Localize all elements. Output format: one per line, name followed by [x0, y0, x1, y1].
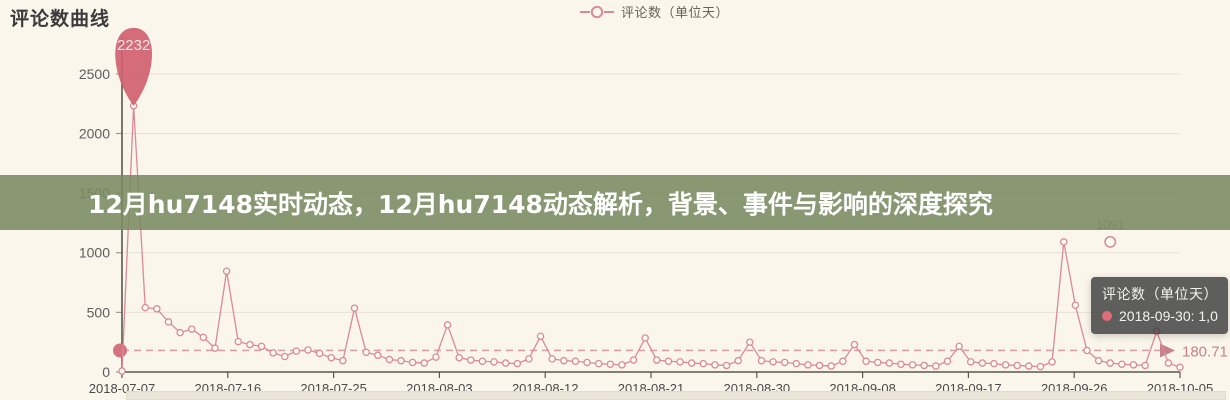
svg-text:2232: 2232	[117, 37, 150, 54]
tooltip-title: 评论数（单位天）	[1102, 286, 1218, 302]
overlay-title: 12月hu7148实时动态，12月hu7148动态解析，背景、事件与影响的深度探…	[88, 189, 993, 219]
tooltip: 评论数（单位天） 2018-09-30: 1,0	[1091, 277, 1228, 334]
tooltip-series-dot-icon	[1102, 311, 1112, 321]
tooltip-row: 2018-09-30: 1,0	[1102, 306, 1218, 326]
line-circle-marker-icon	[580, 5, 614, 18]
svg-text:1000: 1000	[79, 245, 110, 261]
page-title: 评论数曲线	[10, 9, 111, 30]
legend-label: 评论数（单位天）	[621, 5, 730, 20]
svg-text:180.71: 180.71	[1182, 343, 1228, 360]
average-line: 180.71	[113, 343, 1228, 360]
series-line	[121, 105, 1181, 372]
series-points[interactable]	[118, 102, 1184, 375]
svg-text:2000: 2000	[79, 125, 110, 141]
data-zoom-selected-range[interactable]	[127, 392, 1225, 399]
max-value-pin: 2232	[115, 27, 153, 106]
svg-text:0: 0	[102, 364, 110, 380]
svg-text:2500: 2500	[79, 66, 110, 82]
overlay-banner: 12月hu7148实时动态，12月hu7148动态解析，背景、事件与影响的深度探…	[0, 175, 1230, 230]
tooltip-value: 2018-09-30: 1,0	[1119, 308, 1218, 324]
svg-text:500: 500	[87, 304, 111, 320]
data-zoom-slider[interactable]	[126, 391, 1226, 400]
legend[interactable]: 评论数（单位天）	[580, 2, 729, 21]
